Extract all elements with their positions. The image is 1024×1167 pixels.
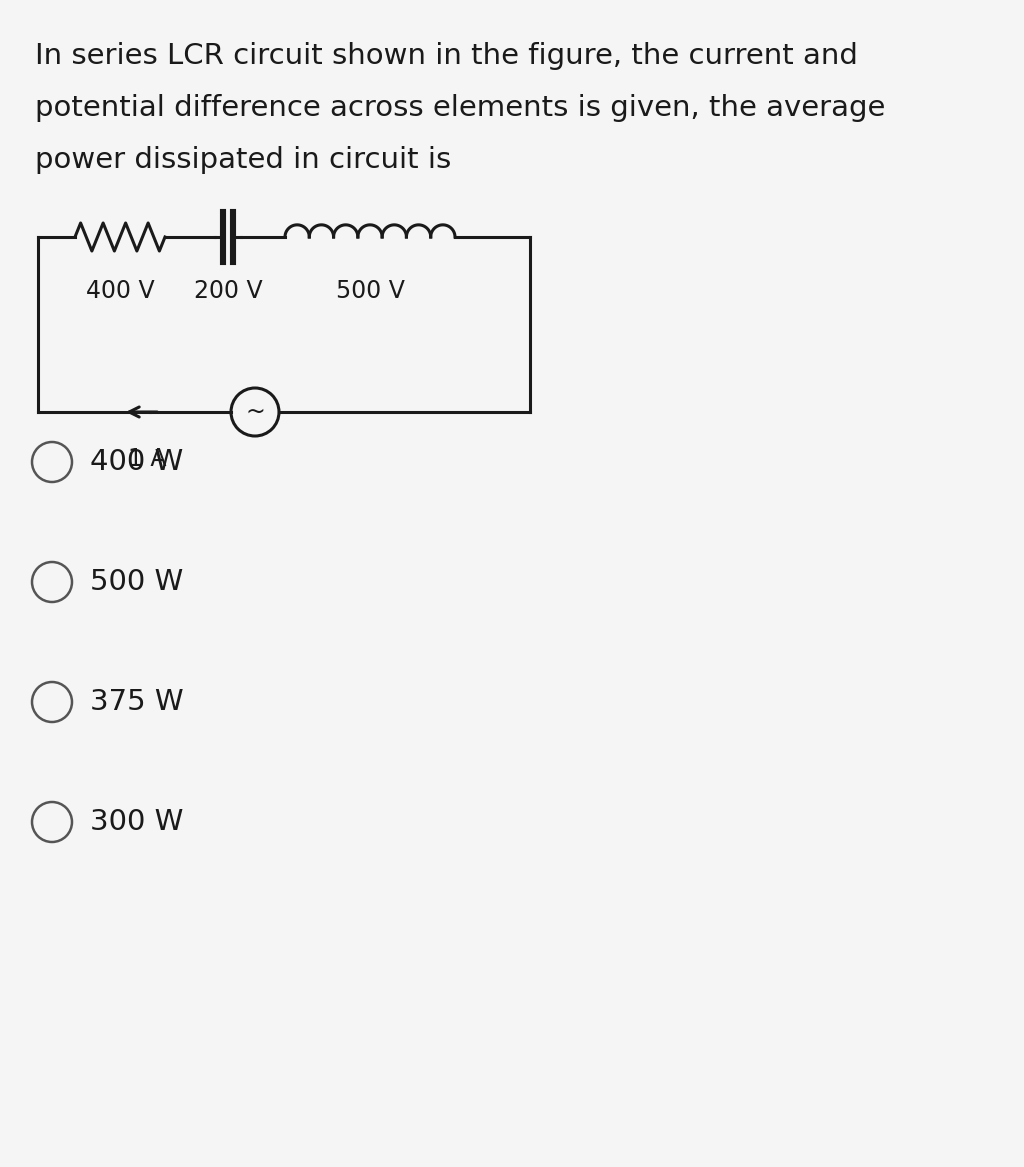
Text: potential difference across elements is given, the average: potential difference across elements is … <box>35 95 886 123</box>
Text: ~: ~ <box>245 400 265 424</box>
Text: 300 W: 300 W <box>90 808 183 836</box>
Text: 1 A: 1 A <box>128 447 166 471</box>
Text: power dissipated in circuit is: power dissipated in circuit is <box>35 146 452 174</box>
Text: 200 V: 200 V <box>194 279 262 303</box>
Text: 500 W: 500 W <box>90 568 183 596</box>
Text: 400 W: 400 W <box>90 448 183 476</box>
Text: 375 W: 375 W <box>90 689 183 717</box>
Text: 500 V: 500 V <box>336 279 404 303</box>
Text: In series LCR circuit shown in the figure, the current and: In series LCR circuit shown in the figur… <box>35 42 858 70</box>
Text: 400 V: 400 V <box>86 279 155 303</box>
